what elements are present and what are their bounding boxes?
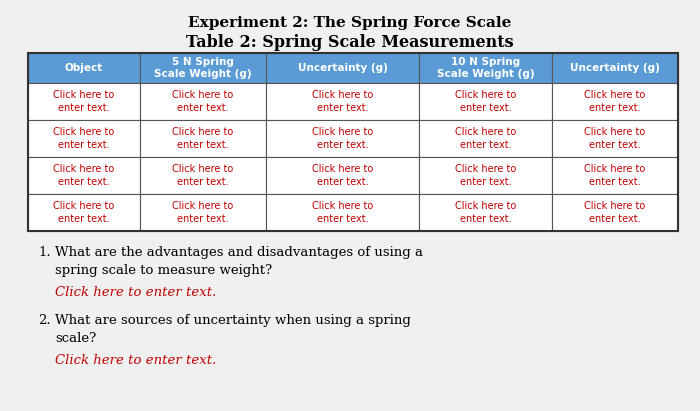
Text: Click here to
enter text.: Click here to enter text.: [584, 90, 645, 113]
Bar: [28, 120, 140, 157]
Text: Uncertainty (g): Uncertainty (g): [298, 63, 388, 73]
Text: Click here to
enter text.: Click here to enter text.: [455, 90, 517, 113]
Text: Click here to
enter text.: Click here to enter text.: [455, 127, 517, 150]
Text: 5 N Spring
Scale Weight (g): 5 N Spring Scale Weight (g): [154, 57, 251, 79]
Bar: [28, 53, 140, 83]
Bar: [265, 157, 419, 194]
Text: 10 N Spring
Scale Weight (g): 10 N Spring Scale Weight (g): [437, 57, 535, 79]
Text: Click here to
enter text.: Click here to enter text.: [584, 164, 645, 187]
Text: Click here to enter text.: Click here to enter text.: [55, 354, 216, 367]
Text: Click here to
enter text.: Click here to enter text.: [172, 90, 233, 113]
Text: Click here to
enter text.: Click here to enter text.: [172, 127, 233, 150]
Bar: [552, 157, 678, 194]
Text: Click here to
enter text.: Click here to enter text.: [312, 201, 373, 224]
Bar: [140, 194, 265, 231]
Bar: [419, 83, 552, 120]
Text: Click here to
enter text.: Click here to enter text.: [53, 201, 115, 224]
Bar: [552, 83, 678, 120]
Bar: [140, 120, 265, 157]
Text: Experiment 2: The Spring Force Scale: Experiment 2: The Spring Force Scale: [188, 16, 512, 30]
Bar: [265, 53, 419, 83]
Bar: [140, 83, 265, 120]
Text: Click here to
enter text.: Click here to enter text.: [172, 164, 233, 187]
Text: Click here to
enter text.: Click here to enter text.: [455, 201, 517, 224]
Bar: [552, 120, 678, 157]
Text: Click here to
enter text.: Click here to enter text.: [53, 127, 115, 150]
Text: Click here to
enter text.: Click here to enter text.: [53, 90, 115, 113]
Bar: [28, 53, 678, 231]
Text: Click here to
enter text.: Click here to enter text.: [312, 164, 373, 187]
Bar: [28, 194, 140, 231]
Text: 1.: 1.: [38, 246, 50, 259]
Text: What are the advantages and disadvantages of using a
spring scale to measure wei: What are the advantages and disadvantage…: [55, 246, 423, 277]
Bar: [140, 157, 265, 194]
Bar: [419, 53, 552, 83]
Bar: [265, 83, 419, 120]
Text: Uncertainty (g): Uncertainty (g): [570, 63, 660, 73]
Bar: [265, 120, 419, 157]
Bar: [552, 53, 678, 83]
Text: 2.: 2.: [38, 314, 50, 327]
Bar: [28, 157, 140, 194]
Text: Click here to
enter text.: Click here to enter text.: [455, 164, 517, 187]
Bar: [419, 194, 552, 231]
Bar: [419, 157, 552, 194]
Bar: [140, 53, 265, 83]
Bar: [28, 83, 140, 120]
Text: Click here to
enter text.: Click here to enter text.: [584, 201, 645, 224]
Bar: [419, 120, 552, 157]
Text: What are sources of uncertainty when using a spring
scale?: What are sources of uncertainty when usi…: [55, 314, 411, 345]
Text: Object: Object: [65, 63, 103, 73]
Text: Click here to enter text.: Click here to enter text.: [55, 286, 216, 299]
Text: Table 2: Spring Scale Measurements: Table 2: Spring Scale Measurements: [186, 34, 514, 51]
Text: Click here to
enter text.: Click here to enter text.: [584, 127, 645, 150]
Text: Click here to
enter text.: Click here to enter text.: [312, 90, 373, 113]
Bar: [265, 194, 419, 231]
Bar: [552, 194, 678, 231]
Text: Click here to
enter text.: Click here to enter text.: [53, 164, 115, 187]
Text: Click here to
enter text.: Click here to enter text.: [312, 127, 373, 150]
Text: Click here to
enter text.: Click here to enter text.: [172, 201, 233, 224]
